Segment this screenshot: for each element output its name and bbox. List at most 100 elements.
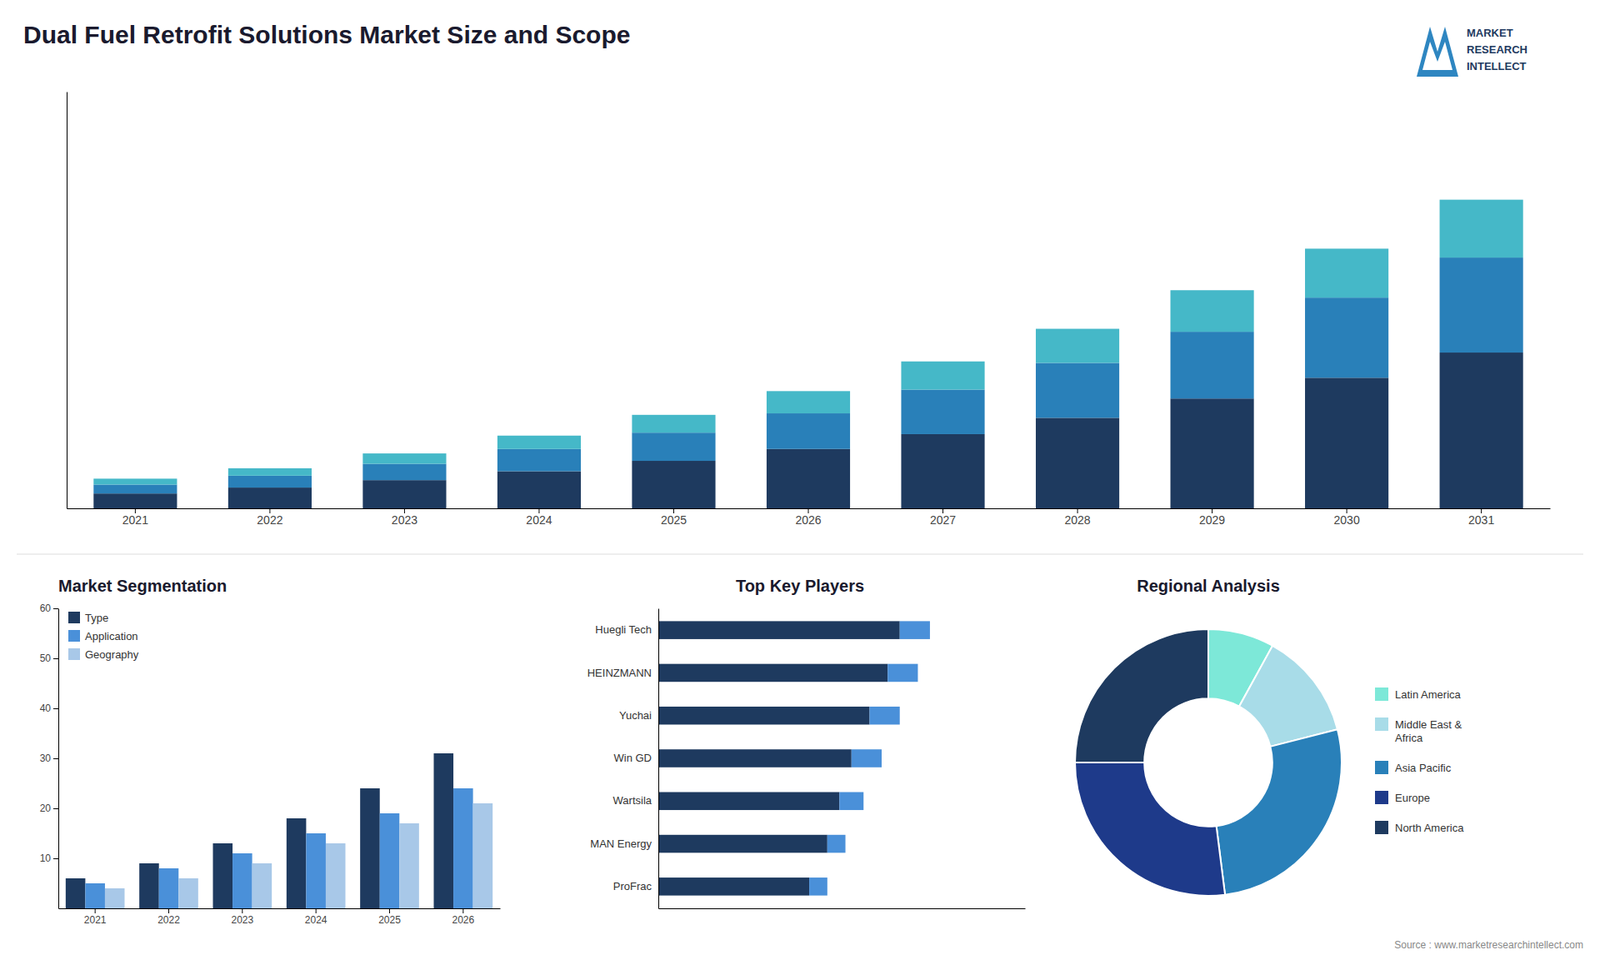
y-axis: Huegli TechHEINZMANNYuchaiWin GDWartsila…: [587, 609, 660, 910]
tick-label: 2021: [84, 914, 107, 926]
tick-mark: [53, 708, 59, 710]
series: [658, 620, 900, 895]
tick: 50: [40, 652, 59, 665]
slice: [1216, 729, 1342, 895]
axis-line: [59, 908, 501, 910]
tick-label: 40: [40, 702, 52, 715]
tick: 2023: [391, 508, 418, 527]
logo-text: INTELLECT: [1466, 60, 1527, 73]
legend-item: Middle East &Africa: [1375, 717, 1463, 745]
bar: [839, 792, 864, 811]
tick-mark: [53, 808, 59, 810]
bar: [93, 493, 177, 509]
tick: 60: [40, 602, 59, 615]
tick: 2022: [256, 508, 283, 527]
bar: [851, 749, 882, 768]
bar: [362, 453, 446, 464]
title: Market Segmentation: [58, 576, 227, 595]
axis-line: [658, 609, 660, 910]
tick: 2028: [1064, 508, 1090, 527]
bar: [1305, 248, 1389, 298]
tick: 2023: [230, 908, 254, 926]
plot-area: [1075, 629, 1342, 896]
legend-swatch: [1375, 717, 1389, 731]
tick-label: 2028: [1064, 513, 1090, 527]
tick-mark: [53, 758, 59, 760]
legend-swatch: [1375, 687, 1389, 701]
bar: [1440, 200, 1524, 258]
legend-label-line: Europe: [1395, 791, 1430, 805]
tick: 20: [40, 802, 59, 815]
tick-mark: [95, 908, 96, 914]
bar: [631, 460, 715, 509]
tick: Huegli Tech: [595, 623, 659, 636]
plot-area: [658, 620, 930, 895]
tick-mark: [53, 858, 59, 860]
bar: [658, 877, 810, 896]
legend-label: Type: [85, 611, 109, 625]
tick: 2026: [451, 908, 475, 926]
legend: TypeApplicationGeography: [68, 611, 140, 661]
legend-swatch: [68, 611, 80, 624]
x-axis: 202120222023202420252026: [59, 908, 501, 926]
legend-item: Europe: [1375, 790, 1430, 805]
bar: [766, 390, 850, 414]
bar: [658, 749, 852, 768]
tick-mark: [53, 658, 59, 660]
bar: [900, 620, 930, 640]
legend-label: Application: [85, 630, 139, 643]
legend-label: Latin America: [1395, 688, 1462, 701]
bar: [228, 475, 312, 488]
tick-label: 30: [40, 752, 52, 765]
bar: [658, 706, 870, 725]
bar: [497, 470, 581, 509]
tick-mark: [168, 908, 170, 914]
tick-label: 2024: [305, 914, 328, 926]
tick-label: 2027: [930, 513, 956, 527]
bar: [809, 877, 828, 896]
series: [65, 753, 454, 909]
bar: [232, 853, 253, 909]
series: [105, 803, 493, 909]
tick-label: 2022: [256, 513, 283, 527]
y-axis: 102030405060: [40, 602, 60, 909]
bar: [900, 361, 985, 390]
axis-line: [58, 609, 60, 910]
bar: [1305, 377, 1389, 509]
tick-label: HEINZMANN: [587, 666, 652, 680]
tick-label: 2029: [1199, 513, 1225, 527]
logo-mark: [1416, 26, 1459, 77]
bar: [869, 706, 900, 725]
x-axis: 2021202220232024202520262027202820292030…: [67, 508, 1551, 527]
bar: [658, 792, 840, 811]
bar: [434, 753, 455, 909]
bar: [362, 480, 446, 509]
bar: [85, 883, 105, 909]
bar: [1035, 329, 1120, 364]
legend-item: Asia Pacific: [1375, 760, 1452, 775]
tick-label: MAN Energy: [590, 837, 652, 850]
bar: [228, 487, 312, 509]
bar: [1440, 257, 1524, 353]
tick: 2024: [525, 508, 552, 527]
bar: [1035, 417, 1120, 509]
tick: 2031: [1468, 508, 1495, 527]
tick: 2030: [1334, 508, 1360, 527]
bar: [93, 485, 177, 495]
tick-mark: [53, 608, 59, 610]
axis-line: [66, 92, 68, 510]
bar: [93, 478, 177, 485]
tick: HEINZMANN: [587, 666, 659, 680]
legend-item: North America: [1375, 820, 1465, 835]
tick-label: ProFrac: [613, 880, 653, 893]
tick: ProFrac: [613, 880, 659, 893]
bar: [325, 843, 346, 909]
legend-label-line: Africa: [1395, 731, 1424, 745]
tick: 2025: [378, 908, 401, 926]
tick: 30: [40, 752, 59, 765]
source-text: Source : www.marketresearchintellect.com: [1394, 939, 1584, 951]
legend-item: Application: [68, 630, 139, 643]
slice: [1075, 629, 1209, 763]
legend-item: Type: [68, 611, 109, 625]
bar: [658, 835, 828, 854]
